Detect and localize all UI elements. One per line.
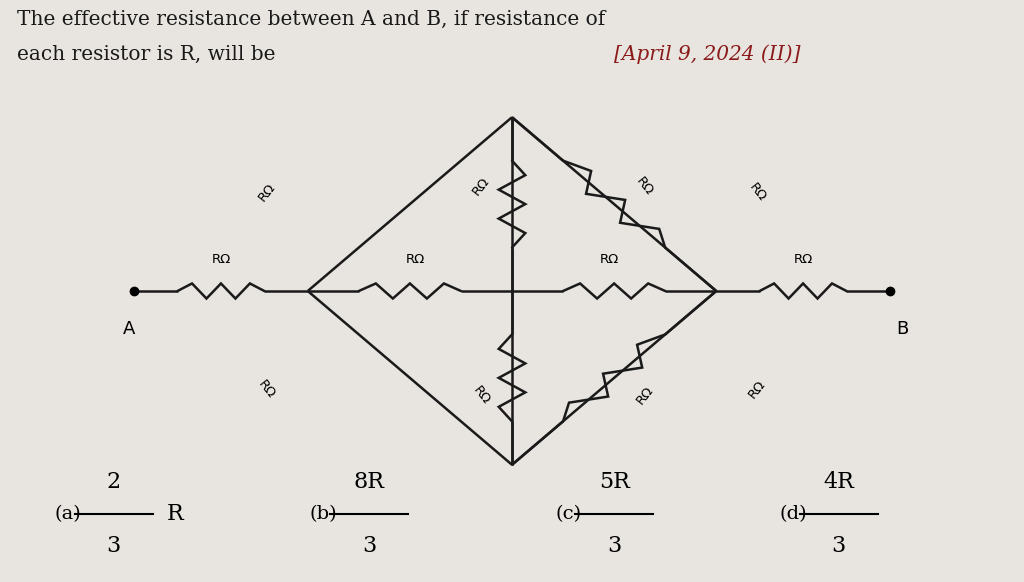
Text: RΩ: RΩ [746, 181, 768, 204]
Text: 3: 3 [106, 535, 121, 557]
Text: RΩ: RΩ [470, 175, 493, 198]
Text: RΩ: RΩ [211, 253, 230, 265]
Text: 3: 3 [831, 535, 846, 557]
Text: (a): (a) [54, 505, 81, 523]
Text: (d): (d) [779, 505, 807, 523]
Text: 4R: 4R [823, 471, 854, 493]
Text: each resistor is R, will be: each resistor is R, will be [16, 45, 275, 64]
Text: A: A [123, 320, 135, 338]
Text: 5R: 5R [599, 471, 630, 493]
Text: RΩ: RΩ [746, 378, 768, 401]
Text: RΩ: RΩ [256, 181, 278, 204]
Text: 8R: 8R [353, 471, 385, 493]
Text: RΩ: RΩ [634, 175, 655, 198]
Text: R: R [167, 503, 183, 525]
Text: 2: 2 [106, 471, 121, 493]
Text: [April 9, 2024 (II)]: [April 9, 2024 (II)] [614, 45, 801, 65]
Text: RΩ: RΩ [406, 253, 425, 265]
Text: RΩ: RΩ [634, 384, 655, 407]
Text: (b): (b) [309, 505, 337, 523]
Text: The effective resistance between A and B, if resistance of: The effective resistance between A and B… [16, 10, 605, 29]
Text: 3: 3 [607, 535, 622, 557]
Text: RΩ: RΩ [794, 253, 813, 265]
Text: B: B [896, 320, 908, 338]
Text: RΩ: RΩ [599, 253, 618, 265]
Text: 3: 3 [361, 535, 376, 557]
Text: RΩ: RΩ [256, 378, 278, 401]
Text: RΩ: RΩ [470, 384, 493, 407]
Text: (c): (c) [555, 505, 582, 523]
